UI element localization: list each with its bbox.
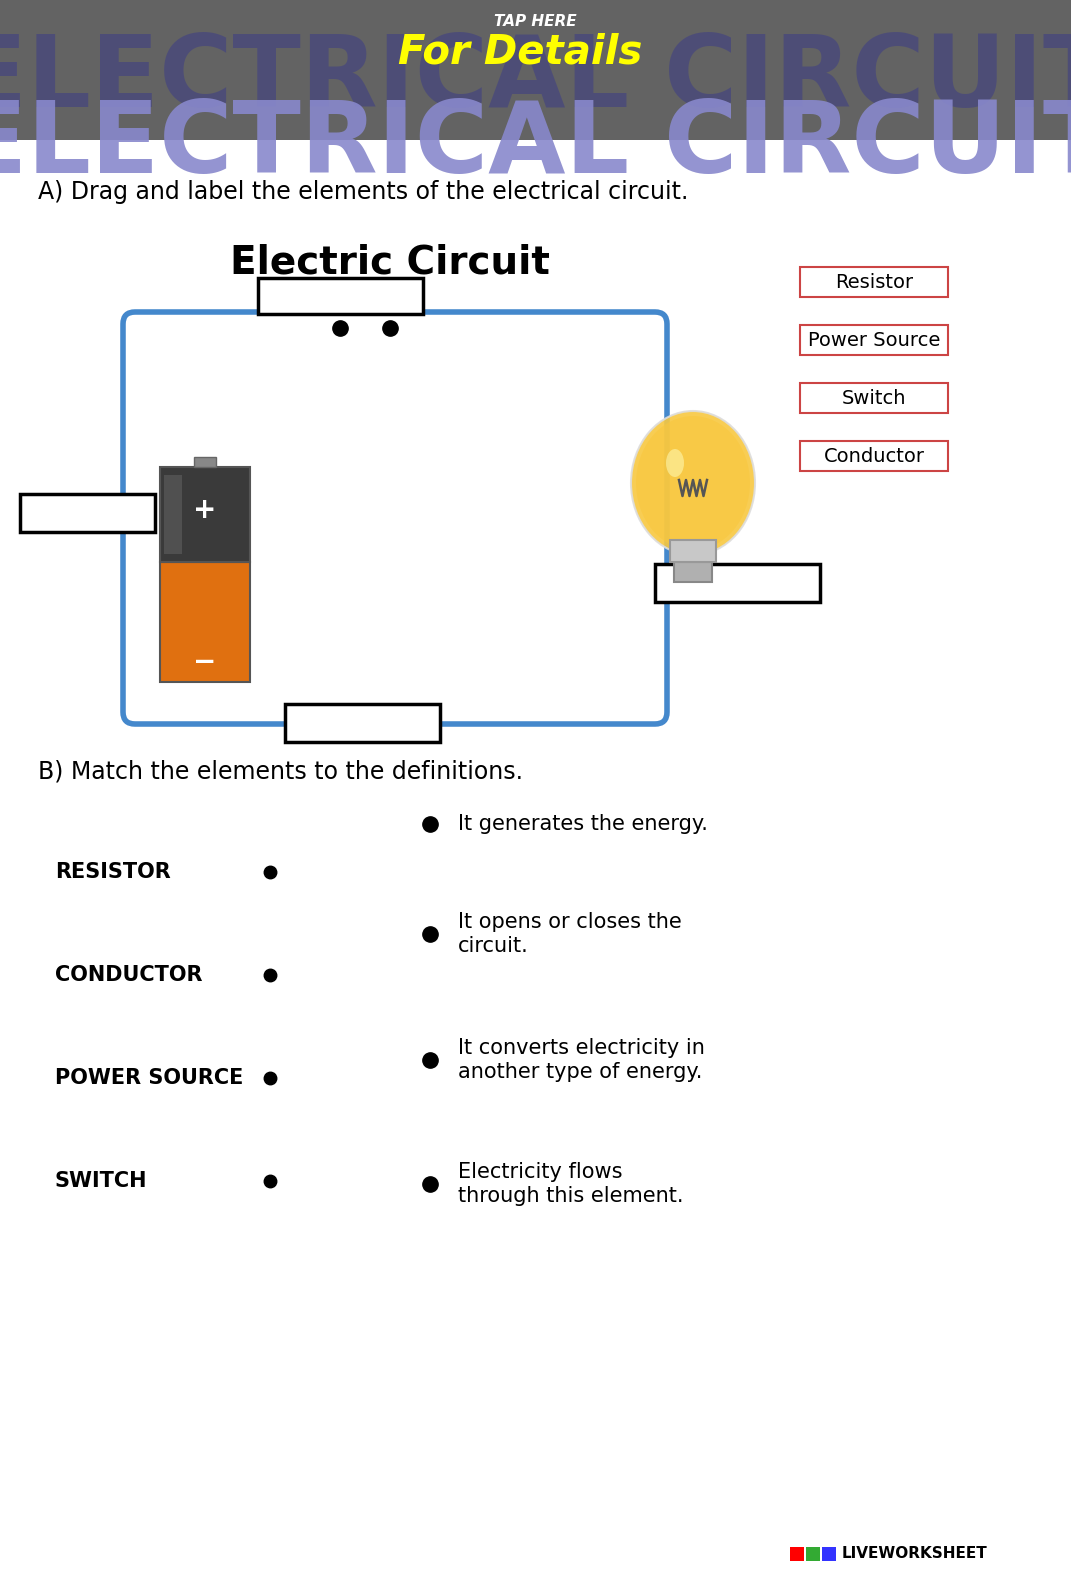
Bar [285,704,440,742]
Text: CONDUCTOR: CONDUCTOR [55,965,202,986]
Text: Electric Circuit: Electric Circuit [230,244,549,282]
Bar [823,1547,836,1561]
Bar [800,324,948,354]
Text: It generates the energy.: It generates the energy. [458,815,708,834]
Bar [0,0,1071,139]
Text: RESISTOR: RESISTOR [55,862,170,883]
Text: Resistor: Resistor [835,272,914,291]
Bar [674,562,712,582]
Ellipse shape [666,449,684,478]
Text: −: − [194,649,216,676]
Bar [800,267,948,297]
Bar [670,539,716,562]
Bar [800,441,948,471]
Text: Conductor: Conductor [824,446,924,465]
Text: It opens or closes the: It opens or closes the [458,911,682,932]
Bar [790,1547,804,1561]
FancyBboxPatch shape [123,312,667,725]
Bar [258,278,423,313]
Ellipse shape [636,416,750,551]
Text: Power Source: Power Source [808,331,940,350]
Bar [160,562,250,682]
Text: another type of energy.: another type of energy. [458,1062,703,1082]
Text: ELECTRICAL CIRCUIT: ELECTRICAL CIRCUIT [0,32,1071,128]
Bar [160,467,250,562]
Text: +: + [193,497,216,524]
Text: It converts electricity in: It converts electricity in [458,1038,705,1058]
Text: TAP HERE: TAP HERE [494,14,576,30]
Text: Electricity flows: Electricity flows [458,1163,622,1182]
Text: For Details: For Details [397,32,643,73]
Text: circuit.: circuit. [458,937,529,956]
Bar [20,494,155,532]
Bar [806,1547,820,1561]
Text: A) Drag and label the elements of the electrical circuit.: A) Drag and label the elements of the el… [37,180,689,204]
Text: Switch: Switch [842,389,906,408]
Text: through this element.: through this element. [458,1186,683,1205]
Text: B) Match the elements to the definitions.: B) Match the elements to the definitions… [37,759,523,785]
Bar [164,475,182,554]
Bar [655,565,820,603]
Ellipse shape [631,411,755,555]
Bar [800,383,948,413]
Text: LIVEWORKSHEET: LIVEWORKSHEET [842,1547,987,1561]
Text: ELECTRICAL CIRCUIT: ELECTRICAL CIRCUIT [0,97,1071,193]
Text: POWER SOURCE: POWER SOURCE [55,1068,243,1088]
Text: SWITCH: SWITCH [55,1171,148,1191]
Bar [194,457,216,467]
